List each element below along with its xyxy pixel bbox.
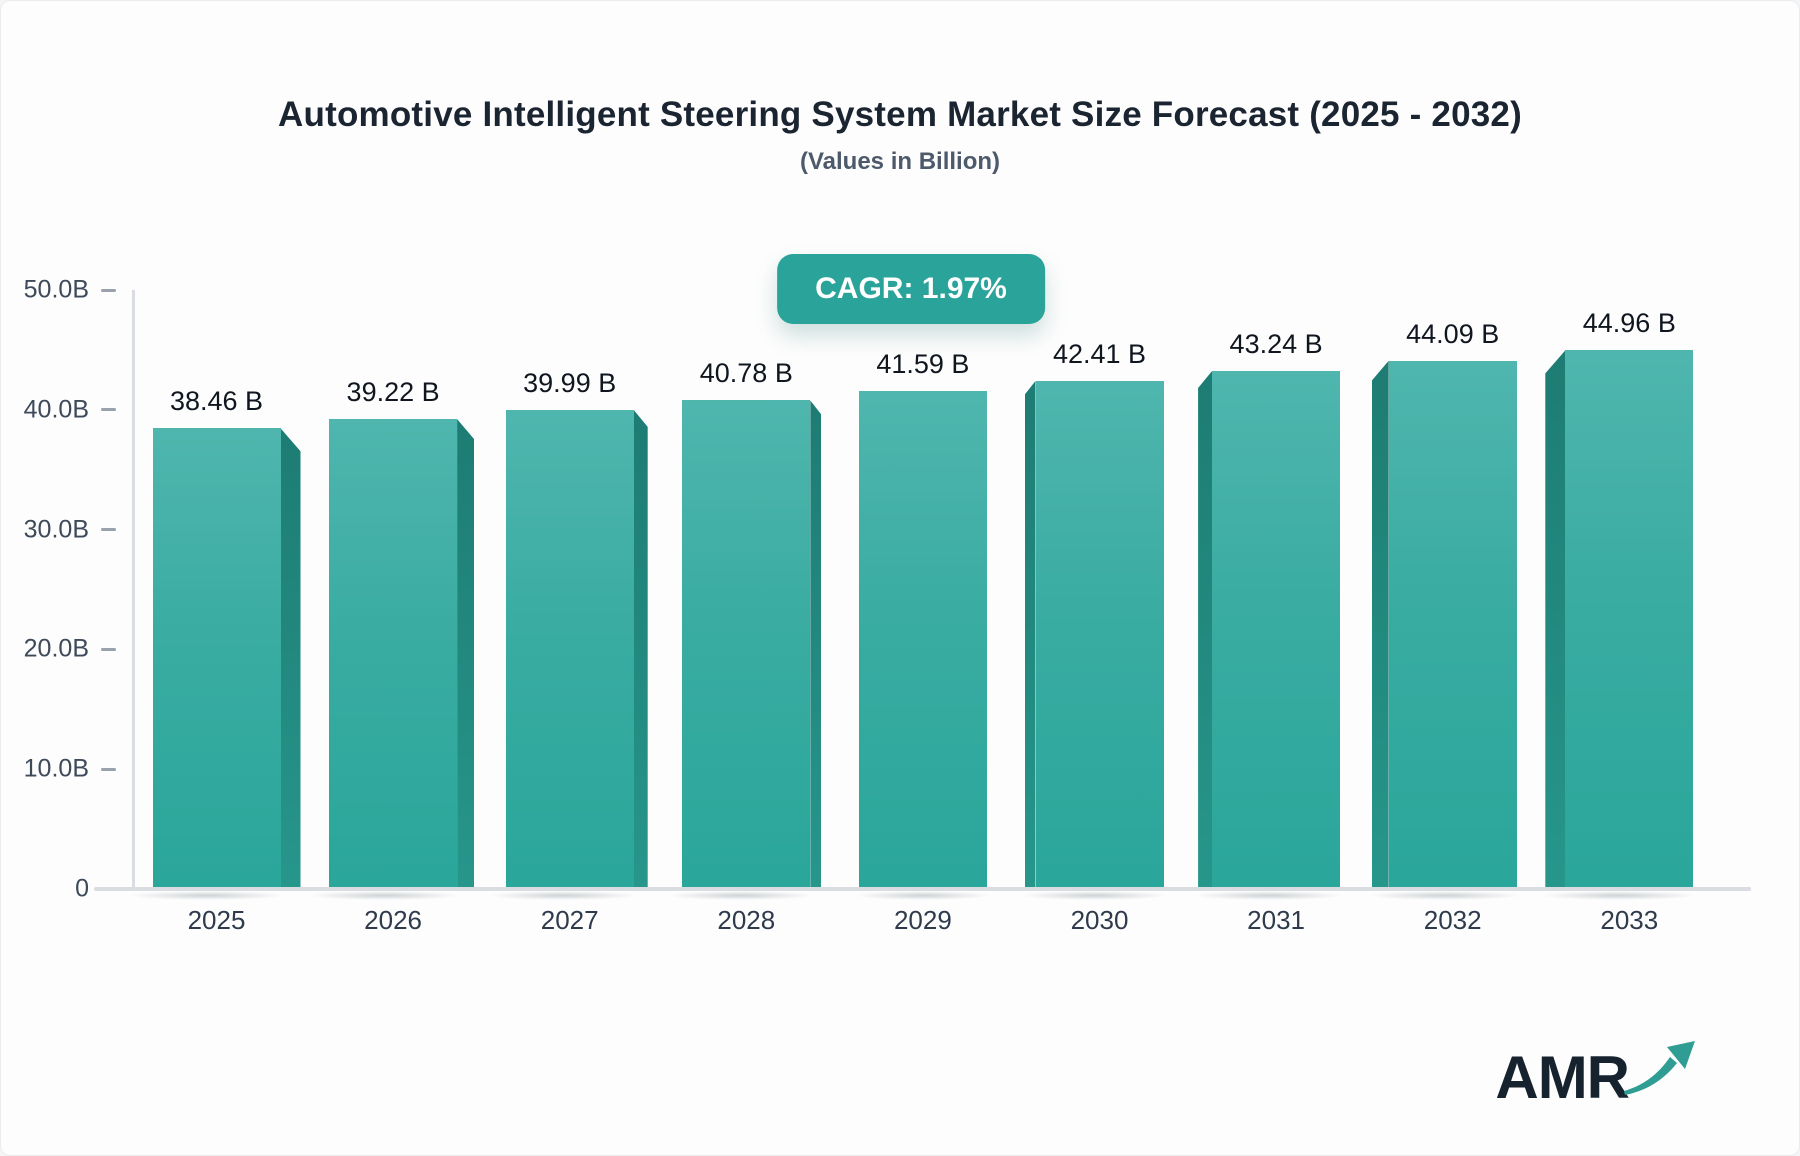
bar-value-label: 44.96 B — [1582, 308, 1676, 339]
bar-side-face — [457, 419, 475, 889]
amr-logo-text: AMR — [1495, 1044, 1630, 1111]
x-tick-label: 2030 — [1070, 905, 1129, 935]
bar-shadow — [1367, 891, 1521, 900]
bar-side-face — [1198, 370, 1213, 889]
y-tick-label: 10.0B — [23, 754, 89, 783]
y-tick-label: 20.0B — [23, 634, 89, 663]
bar-value-label: 44.09 B — [1406, 318, 1500, 349]
bar-value-label: 39.99 B — [523, 367, 617, 398]
bar-value-label: 39.22 B — [346, 377, 440, 408]
x-tick-label: 2029 — [893, 905, 952, 935]
y-tick-label: 40.0B — [23, 395, 89, 424]
bar — [1565, 350, 1694, 889]
x-tick-label: 2032 — [1423, 905, 1482, 935]
bar — [329, 419, 458, 889]
y-tick-dash — [101, 767, 116, 771]
x-axis-baseline — [94, 887, 1751, 891]
bar-shadow — [1541, 891, 1698, 900]
y-tick-dash — [101, 647, 116, 651]
bar — [505, 409, 634, 889]
bar-value-label: 40.78 B — [699, 358, 793, 389]
bar-side-face — [810, 400, 822, 889]
y-tick-label: 50.0B — [23, 275, 89, 304]
bar-shadow — [854, 891, 991, 900]
bar-shadow — [487, 891, 638, 900]
y-tick-dash — [101, 408, 116, 412]
trend-up-arrow-icon — [1623, 1039, 1697, 1106]
bar — [1388, 360, 1517, 889]
bar — [1212, 370, 1341, 889]
bar — [152, 428, 281, 889]
bar — [1035, 380, 1164, 889]
bar-side-face — [280, 428, 301, 889]
chart-title: Automotive Intelligent Steering System M… — [278, 95, 1522, 134]
x-tick-label: 2028 — [717, 905, 776, 935]
bar-side-face — [1371, 360, 1389, 889]
y-tick-dash — [101, 288, 116, 292]
bar-shadow — [1194, 891, 1345, 900]
bar-shadow — [667, 891, 815, 900]
x-tick-label: 2033 — [1600, 905, 1659, 935]
bar-value-label: 41.59 B — [876, 348, 970, 379]
y-tick-label: 30.0B — [23, 515, 89, 544]
bar — [858, 390, 987, 889]
bar-side-face — [633, 409, 648, 889]
y-tick-dash — [101, 528, 116, 532]
x-tick-label: 2031 — [1247, 905, 1306, 935]
bar — [682, 400, 811, 889]
bar-shadow — [308, 891, 462, 900]
amr-logo: AMR — [1495, 1039, 1697, 1108]
bar-value-label: 43.24 B — [1229, 328, 1323, 359]
y-tick-label: 0 — [75, 874, 89, 903]
chart-subtitle: (Values in Billion) — [799, 148, 1001, 175]
bar-value-label: 42.41 B — [1052, 338, 1147, 369]
x-tick-label: 2025 — [187, 905, 246, 935]
cagr-badge: CAGR: 1.97% — [777, 254, 1045, 324]
bar-shadow — [128, 891, 285, 900]
bar-shadow — [1020, 891, 1168, 900]
y-axis-line — [132, 290, 135, 889]
bar-side-face — [1024, 380, 1036, 889]
bar-value-label: 38.46 B — [169, 386, 264, 417]
x-tick-label: 2026 — [364, 905, 423, 935]
x-tick-label: 2027 — [540, 905, 599, 935]
bar-side-face — [1545, 350, 1566, 889]
